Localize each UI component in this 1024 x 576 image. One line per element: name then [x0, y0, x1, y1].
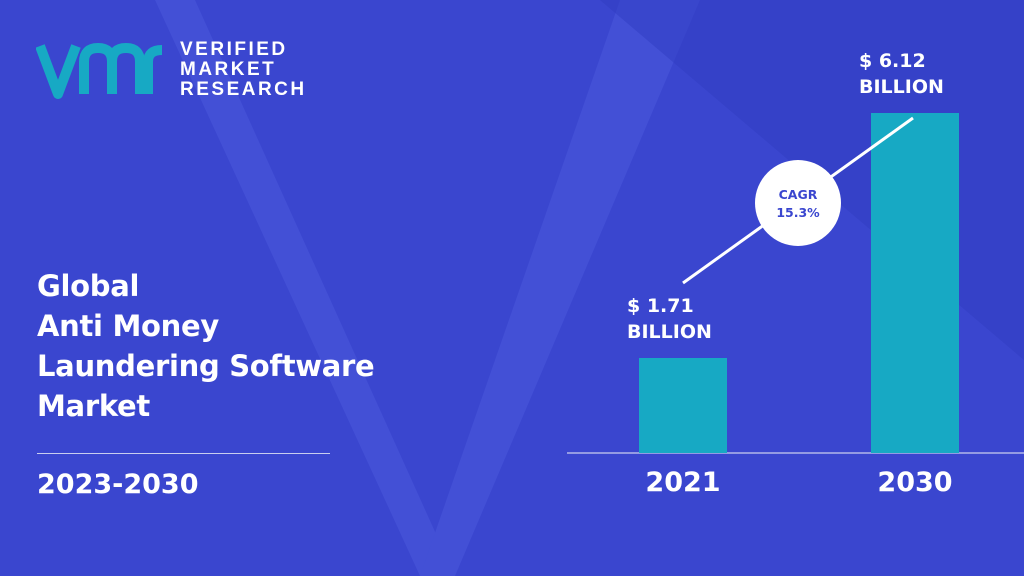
bg-v-left-stroke [155, 0, 455, 576]
bg-v-right-stroke [420, 0, 700, 576]
page-title: Global Anti Money Laundering Software Ma… [37, 266, 375, 426]
brand-name: VERIFIED MARKET RESEARCH [180, 40, 307, 100]
brand-line-3: RESEARCH [180, 79, 307, 100]
value-label-2030-line-1: $ 6.12 [859, 50, 926, 72]
title-line-4: Market [37, 389, 150, 423]
bar-2021 [639, 358, 727, 453]
title-divider [37, 453, 330, 454]
x-tick-2021: 2021 [645, 467, 720, 498]
cagr-bubble [755, 160, 841, 246]
bar-2030 [871, 113, 959, 453]
cagr-value: 15.3% [776, 205, 820, 220]
forecast-period: 2023-2030 [37, 469, 199, 500]
title-line-1: Global [37, 269, 140, 303]
brand-logo: VERIFIED MARKET RESEARCH [36, 38, 307, 102]
cagr-label: CAGR [779, 187, 818, 202]
x-tick-2030: 2030 [877, 467, 952, 498]
vmr-logo-icon [36, 42, 163, 99]
value-label-2021-line-1: $ 1.71 [627, 295, 694, 317]
title-line-3: Laundering Software [37, 349, 375, 383]
brand-line-2: MARKET [180, 59, 277, 80]
value-label-2030-line-2: BILLION [859, 76, 944, 98]
value-label-2021-line-2: BILLION [627, 321, 712, 343]
brand-line-1: VERIFIED [180, 39, 288, 60]
title-line-2: Anti Money [37, 309, 219, 343]
